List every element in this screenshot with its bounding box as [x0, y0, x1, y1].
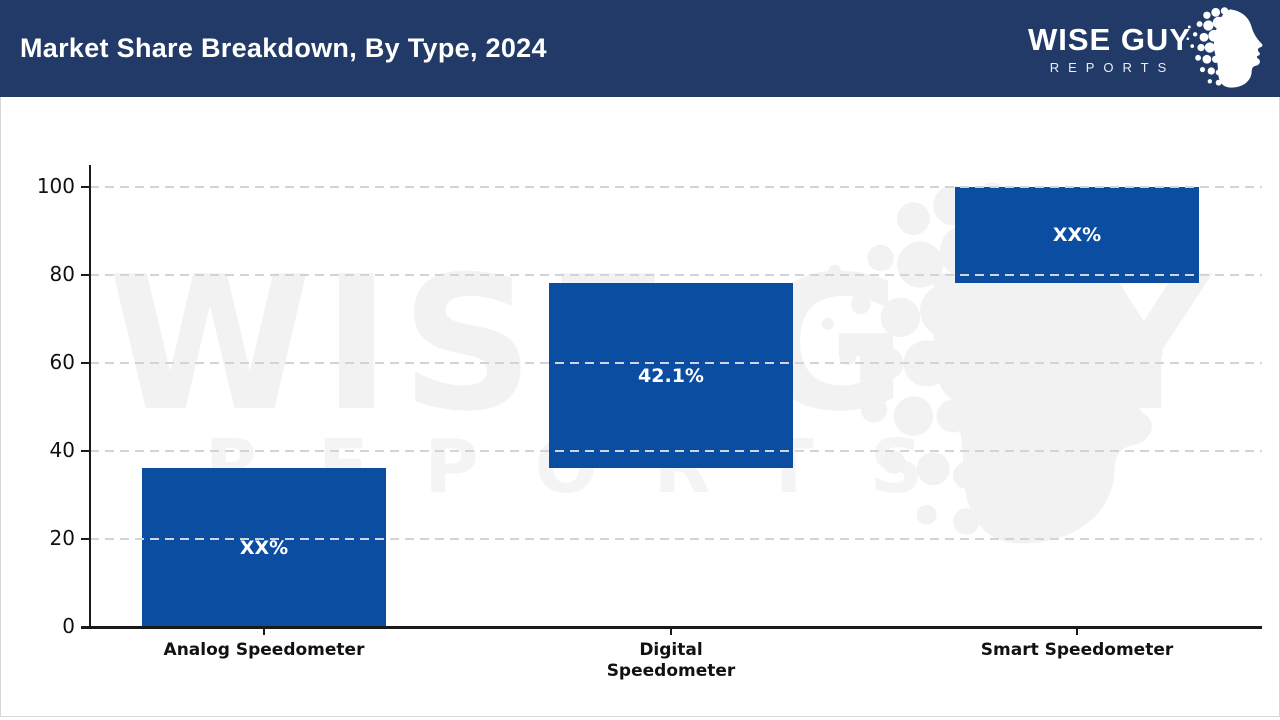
x-category-label: Analog Speedometer [163, 640, 365, 660]
y-tick-mark [81, 185, 89, 189]
x-category-label: Digital Speedometer [606, 640, 736, 682]
bar-value-label: 42.1% [638, 364, 704, 387]
brand-logo-text: WISE GUY REPORTS [1028, 22, 1191, 75]
y-gridline [90, 450, 1262, 452]
y-gridline [90, 186, 1262, 188]
y-tick-label: 20 [49, 526, 75, 550]
page-title: Market Share Breakdown, By Type, 2024 [20, 33, 547, 63]
y-tick-mark [81, 537, 89, 541]
logo-subtitle: REPORTS [1049, 60, 1176, 75]
bar-3: XX% [955, 187, 1199, 283]
x-tick-mark [1076, 628, 1078, 635]
bar-1: XX% [142, 468, 386, 627]
x-axis [81, 625, 1262, 629]
bar-value-label: XX% [1052, 223, 1102, 246]
dotted-head-profile-icon [1186, 6, 1263, 88]
header-bar: Market Share Breakdown, By Type, 2024 WI… [0, 0, 1280, 97]
y-gridline [90, 274, 1262, 276]
y-tick-label: 0 [62, 614, 75, 638]
logo-wordmark: WISE GUY [1027, 22, 1191, 57]
y-tick-mark [81, 449, 89, 453]
brand-logo: WISE GUY REPORTS [1028, 5, 1280, 93]
y-tick-label: 100 [36, 174, 75, 198]
y-tick-label: 80 [49, 262, 75, 286]
bar-2: 42.1% [549, 282, 793, 469]
y-gridline [90, 538, 1262, 540]
y-axis [88, 165, 91, 628]
y-tick-mark [81, 361, 89, 365]
y-gridline [90, 362, 1262, 364]
y-tick-label: 60 [49, 350, 75, 374]
x-tick-mark [670, 628, 672, 635]
bar-value-label: XX% [239, 536, 289, 559]
x-category-label: Smart Speedometer [980, 640, 1174, 660]
x-tick-mark [263, 628, 265, 635]
y-tick-mark [81, 273, 89, 277]
y-tick-label: 40 [49, 438, 75, 462]
